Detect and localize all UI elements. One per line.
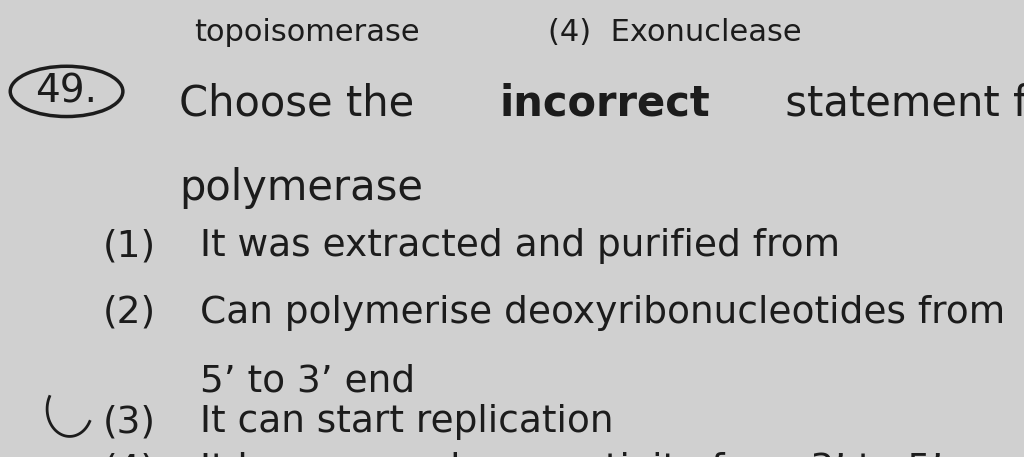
Text: incorrect: incorrect — [500, 82, 711, 124]
Text: (1): (1) — [102, 228, 156, 265]
Text: (2): (2) — [102, 295, 156, 331]
Text: Can polymerise deoxyribonucleotides from: Can polymerise deoxyribonucleotides from — [200, 295, 1005, 331]
Text: (3): (3) — [102, 404, 156, 441]
Text: It has exonuclease activity from 3’ to 5’: It has exonuclease activity from 3’ to 5… — [200, 452, 943, 457]
Text: topoisomerase: topoisomerase — [195, 18, 420, 47]
Text: 5’ to 3’ end: 5’ to 3’ end — [200, 363, 415, 399]
Text: polymerase: polymerase — [179, 167, 423, 209]
Text: Choose the: Choose the — [179, 82, 428, 124]
Text: (4)  Exonuclease: (4) Exonuclease — [548, 18, 802, 47]
Text: (4): (4) — [102, 452, 156, 457]
Text: It was extracted and purified from: It was extracted and purified from — [200, 228, 852, 265]
Text: statement for DNA: statement for DNA — [772, 82, 1024, 124]
Text: It can start replication: It can start replication — [200, 404, 613, 441]
Text: 49.: 49. — [36, 72, 97, 111]
